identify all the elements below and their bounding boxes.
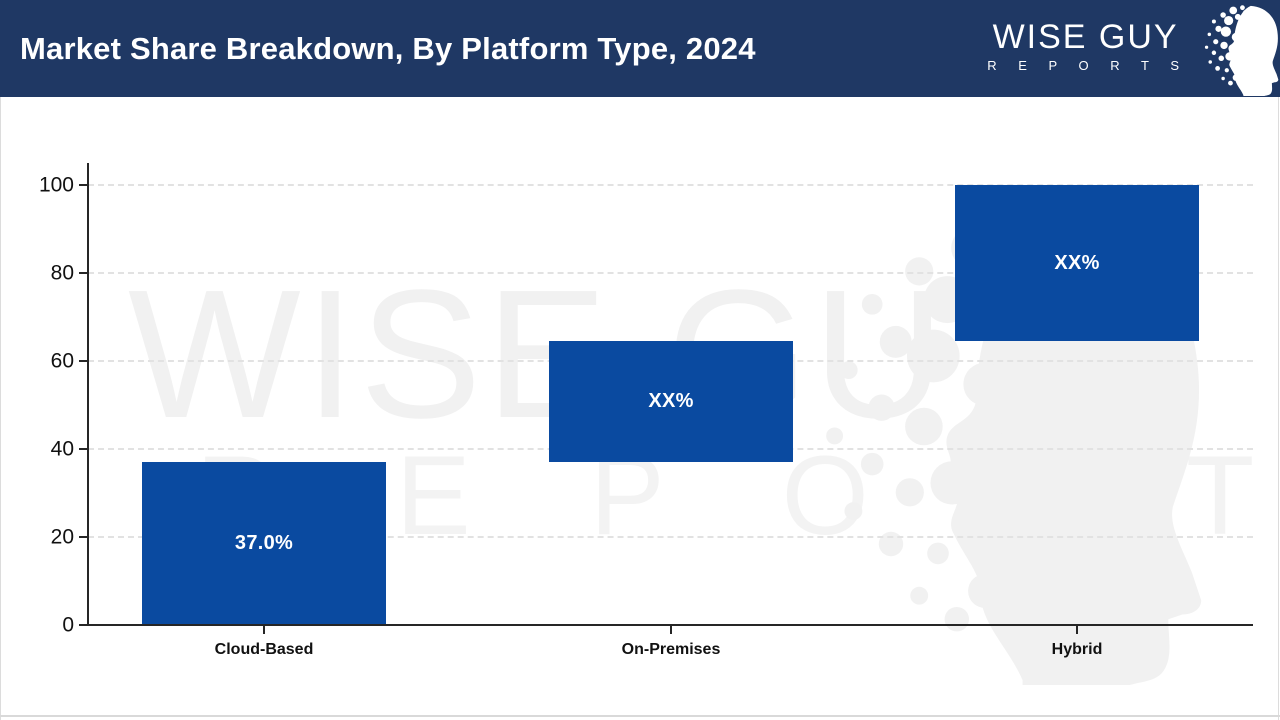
gridline-y-60 <box>88 360 1253 362</box>
brand-name: WISE GUY <box>992 18 1179 56</box>
x-axis-line <box>87 624 1253 626</box>
y-tick-mark-60 <box>79 360 88 362</box>
page-title: Market Share Breakdown, By Platform Type… <box>20 30 756 66</box>
x-tick-label-on-premises: On-Premises <box>621 641 721 658</box>
bar-value-label-hybrid: XX% <box>1054 251 1100 274</box>
x-tick-mark-cloud-based <box>263 625 265 634</box>
gridline-y-40 <box>88 448 1253 450</box>
watermark-text-line2: R E P O R T S <box>196 433 1280 558</box>
watermark-head-dots-icon <box>826 221 1202 685</box>
frame-border-left <box>0 97 1 720</box>
x-tick-label-hybrid: Hybrid <box>1051 641 1103 658</box>
y-tick-mark-20 <box>79 536 88 538</box>
header-bar: Market Share Breakdown, By Platform Type… <box>0 0 1280 97</box>
frame-border-bottom <box>0 715 1280 717</box>
bar-on-premises: XX% <box>549 341 793 463</box>
brand-head-dots-icon <box>1204 5 1279 96</box>
y-tick-label-0: 0 <box>62 613 74 637</box>
y-tick-label-60: 60 <box>50 349 74 373</box>
brand-logo: WISE GUY R E P O R T S <box>987 0 1280 97</box>
y-tick-mark-100 <box>79 184 88 186</box>
brand-subtitle: R E P O R T S <box>987 58 1188 73</box>
frame-border-right <box>1278 97 1279 720</box>
y-tick-mark-0 <box>79 624 88 626</box>
x-tick-mark-hybrid <box>1076 625 1078 634</box>
brand-logo-text: WISE GUY R E P O R T S <box>983 20 1188 73</box>
y-tick-label-40: 40 <box>50 437 74 461</box>
y-tick-mark-80 <box>79 272 88 274</box>
gridline-y-100 <box>88 184 1253 186</box>
gridline-y-20 <box>88 536 1253 538</box>
bar-value-label-on-premises: XX% <box>648 390 694 413</box>
bar-value-label-cloud-based: 37.0% <box>234 532 294 555</box>
y-tick-label-100: 100 <box>38 173 74 197</box>
watermark-text-line1: WISE GUY <box>128 251 1076 456</box>
y-tick-label-20: 20 <box>50 525 74 549</box>
gridline-y-80 <box>88 272 1253 274</box>
x-tick-mark-on-premises <box>670 625 672 634</box>
bar-cloud-based: 37.0% <box>142 462 386 625</box>
y-tick-mark-40 <box>79 448 88 450</box>
y-axis-line <box>87 163 89 626</box>
y-tick-label-80: 80 <box>50 261 74 285</box>
bar-hybrid: XX% <box>955 185 1199 342</box>
x-tick-label-cloud-based: Cloud-Based <box>214 641 314 658</box>
